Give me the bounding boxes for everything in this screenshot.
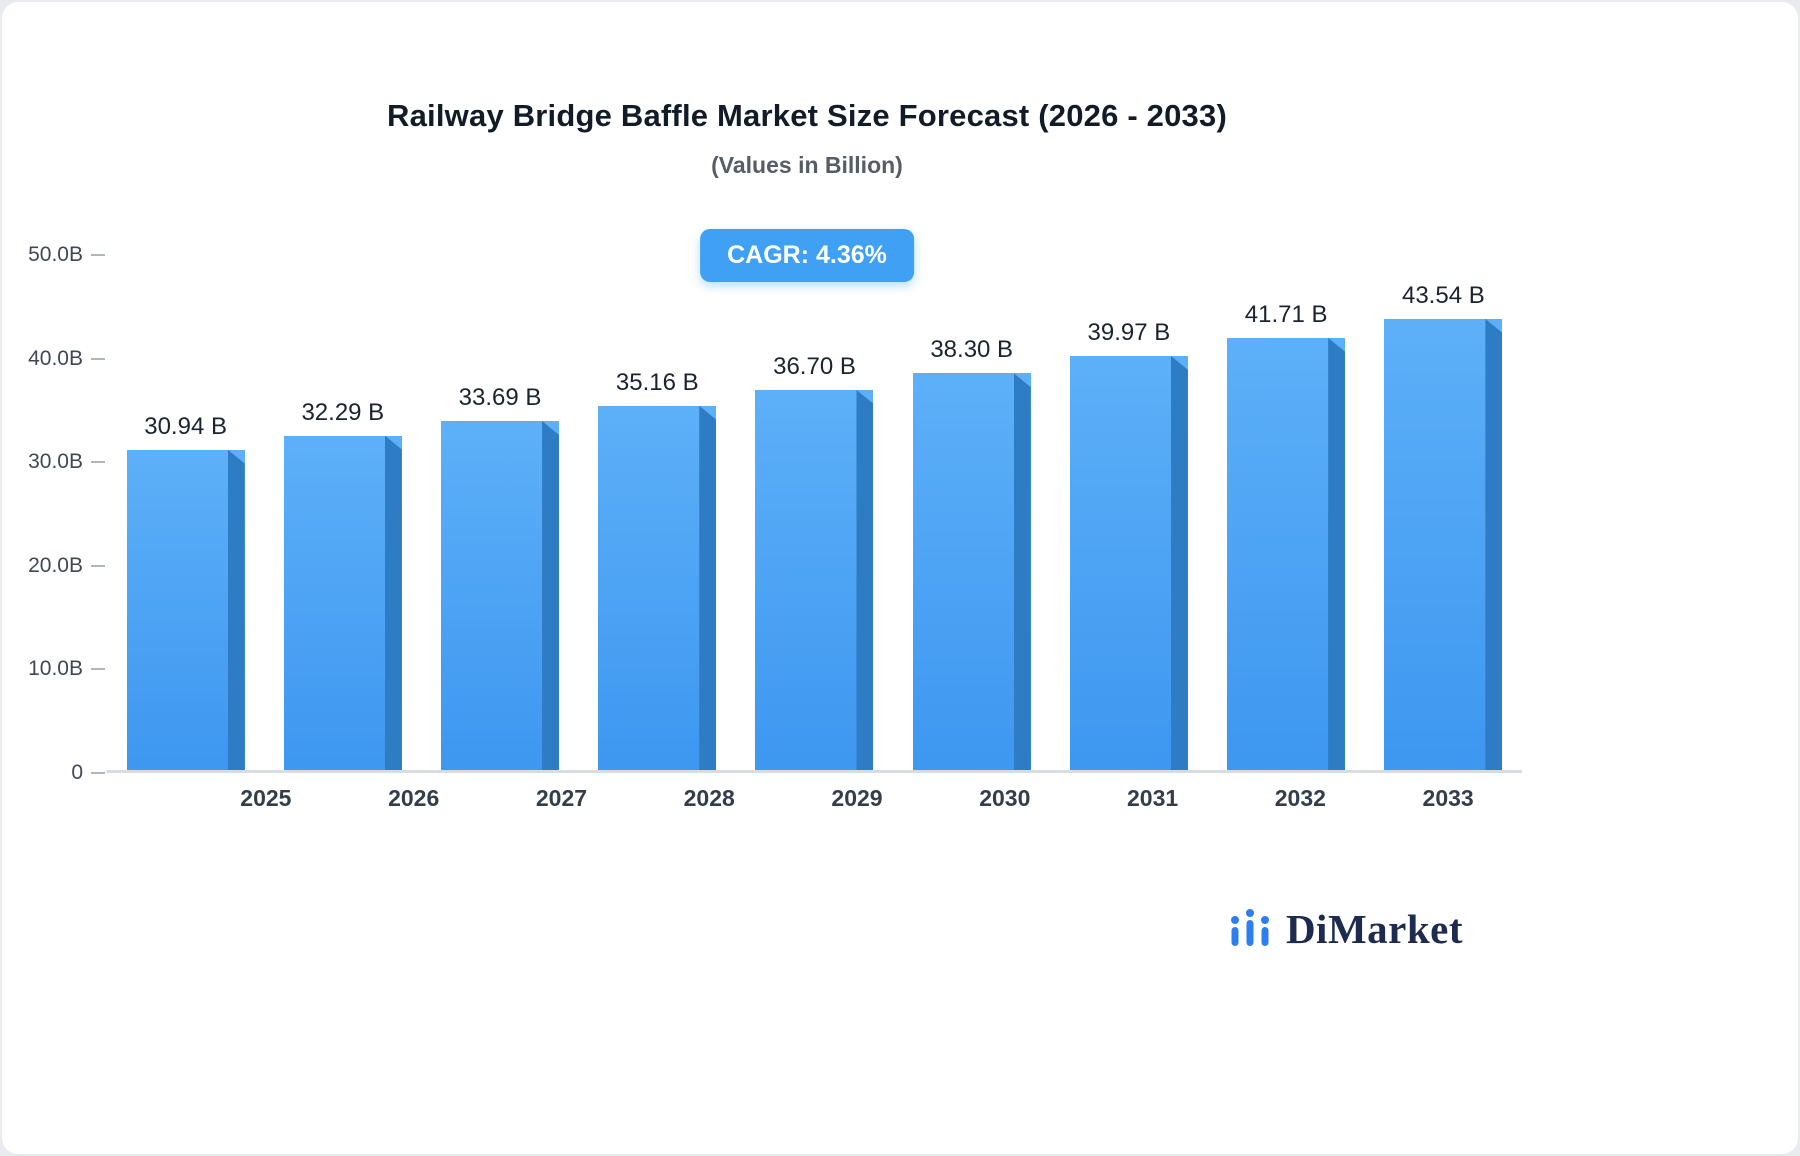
bar-side-shade [384,435,402,770]
chart: 0 10.0B 20.0B 30.0B 40.0B 50.0B 30.94 B 32.29 … [22,243,1522,811]
plot-area: 30.94 B 32.29 B 33.69 B 35.16 B 36.70 B 38.30… [107,255,1522,811]
x-axis-label: 2026 [388,785,440,811]
bar-value-label: 36.70 B [773,352,856,380]
chart-title: Railway Bridge Baffle Market Size Foreca… [387,98,1227,133]
y-tick-label: 40.0B [28,346,83,370]
x-axis-label: 2030 [979,785,1031,811]
bar-value-label: 38.30 B [930,336,1014,364]
y-tick-dash [91,668,105,671]
y-tick: 20.0B [28,554,105,578]
bar-value-label: 32.29 B [301,398,385,426]
bar-side-shade [1170,355,1188,770]
y-tick-label: 10.0B [28,657,83,681]
bar [126,449,245,770]
cagr-badge: CAGR: 4.36% [700,229,914,282]
y-tick-label: 30.0B [28,450,83,474]
y-tick-dash [91,461,105,464]
y-axis: 0 10.0B 20.0B 30.0B 40.0B 50.0B [22,243,107,784]
x-axis: 2025 2026 2027 2028 2029 2030 2031 2032 2033 [192,785,1522,812]
x-axis-label: 2031 [1126,785,1179,811]
y-tick-label: 0 [71,761,83,784]
y-tick-dash [91,254,105,256]
bar-column: 43.54 B [1365,255,1522,770]
y-tick: 0 [71,761,105,785]
bar-column: 36.70 B [736,255,893,770]
bar-value-label: 35.16 B [615,368,699,396]
bars-row: 30.94 B 32.29 B 33.69 B 35.16 B 36.70 B 38.30… [107,255,1522,770]
bar-side-shade [542,421,560,770]
brand-name: DiMarket [1285,906,1463,952]
y-tick: 10.0B [28,657,105,681]
bar-column: 32.29 B [264,255,421,770]
bar-column: 33.69 B [421,255,578,770]
bar-side-shade [1013,373,1031,770]
y-tick-label: 50.0B [28,243,83,266]
bar-value-label: 41.71 B [1244,300,1328,328]
x-axis-label: 2033 [1422,785,1474,811]
bar-side-shade [1485,318,1503,770]
bar-column: 35.16 B [579,255,736,770]
bar-side-shade [699,405,717,770]
bar-chart-icon [1230,909,1269,946]
bar [1069,355,1188,770]
x-axis-label: 2029 [831,785,883,811]
bar-column: 41.71 B [1208,255,1365,770]
bar [912,373,1031,770]
chart-subtitle: (Values in Billion) [711,152,903,178]
bar [755,389,874,770]
chart-header: Railway Bridge Baffle Market Size Foreca… [2,2,1612,179]
bar-column: 39.97 B [1050,255,1207,770]
y-tick-label: 20.0B [28,553,83,577]
bar-value-label: 43.54 B [1401,281,1485,309]
bar [283,435,402,770]
y-tick: 50.0B [28,243,105,267]
bar-value-label: 39.97 B [1087,318,1171,346]
bar-side-shade [856,389,874,770]
bar-value-label: 30.94 B [144,412,227,440]
bar-column: 38.30 B [893,255,1050,770]
x-axis-label: 2027 [535,785,588,811]
bar-side-shade [1328,337,1346,770]
bar [1384,318,1503,770]
bar-side-shade [227,449,245,770]
bar [598,405,717,770]
bar-column: 30.94 B [107,255,264,770]
y-tick-dash [91,772,105,774]
y-tick-dash [91,357,105,360]
bar [441,421,560,770]
bar [1227,337,1346,770]
x-axis-label: 2025 [240,785,292,811]
brand-logo: DiMarket [1228,905,1463,953]
y-tick: 30.0B [28,450,105,474]
x-axis-label: 2032 [1274,785,1326,811]
x-axis-label: 2028 [683,785,735,811]
y-tick: 40.0B [28,347,105,371]
y-tick-dash [91,564,105,567]
bar-value-label: 33.69 B [458,384,542,411]
